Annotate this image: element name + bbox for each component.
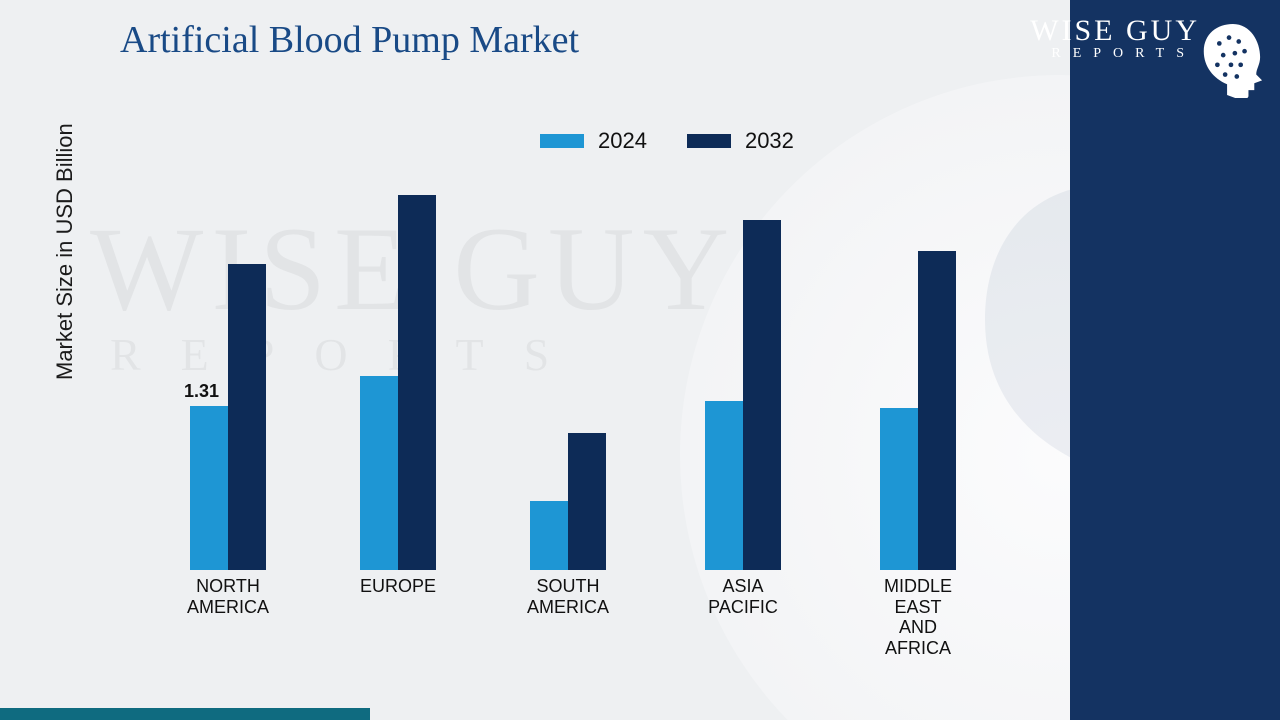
bar-pair xyxy=(498,170,638,570)
brand-head-icon xyxy=(1196,20,1264,98)
bar-group: ASIAPACIFIC xyxy=(673,170,813,570)
chart-title: Artificial Blood Pump Market xyxy=(120,18,579,62)
bar-group: SOUTHAMERICA xyxy=(498,170,638,570)
legend-label-2032: 2032 xyxy=(745,128,794,154)
legend-item-2024: 2024 xyxy=(540,128,647,154)
brand-block: WISE GUY REPORTS xyxy=(992,14,1262,62)
legend-swatch-2024 xyxy=(540,134,584,148)
bar-group: 1.31NORTHAMERICA xyxy=(158,170,298,570)
category-label: NORTHAMERICA xyxy=(158,570,298,617)
legend-label-2024: 2024 xyxy=(598,128,647,154)
bar-pair xyxy=(673,170,813,570)
bar-2024 xyxy=(705,401,743,570)
category-label: SOUTHAMERICA xyxy=(498,570,638,617)
bar-2024 xyxy=(530,501,568,570)
category-label: EUROPE xyxy=(328,570,468,597)
brand-line2: REPORTS xyxy=(992,46,1200,62)
category-label: ASIAPACIFIC xyxy=(673,570,813,617)
bar-2032 xyxy=(228,264,266,570)
category-label: MIDDLEEASTANDAFRICA xyxy=(848,570,988,659)
bar-2024 xyxy=(360,376,398,570)
bar-2032 xyxy=(568,433,606,571)
bar-group: MIDDLEEASTANDAFRICA xyxy=(848,170,988,570)
y-axis-label: Market Size in USD Billion xyxy=(52,123,78,380)
bar-value-label: 1.31 xyxy=(184,381,219,402)
bar-group: EUROPE xyxy=(328,170,468,570)
bar-2032 xyxy=(918,251,956,570)
legend-item-2032: 2032 xyxy=(687,128,794,154)
chart-stage: WISE GUY REPORTS WISE GUY REPORTS Artifi… xyxy=(0,0,1280,720)
bar-pair xyxy=(158,170,298,570)
legend: 2024 2032 xyxy=(540,128,794,154)
footer-strip xyxy=(0,708,370,720)
bar-2032 xyxy=(743,220,781,570)
side-panel xyxy=(1070,0,1280,720)
bar-pair xyxy=(848,170,988,570)
brand-line1: WISE GUY xyxy=(992,14,1200,48)
plot-area: 1.31NORTHAMERICAEUROPESOUTHAMERICAASIAPA… xyxy=(108,170,988,570)
bar-2024 xyxy=(190,406,228,570)
bar-2024 xyxy=(880,408,918,571)
bar-2032 xyxy=(398,195,436,570)
bar-pair xyxy=(328,170,468,570)
legend-swatch-2032 xyxy=(687,134,731,148)
